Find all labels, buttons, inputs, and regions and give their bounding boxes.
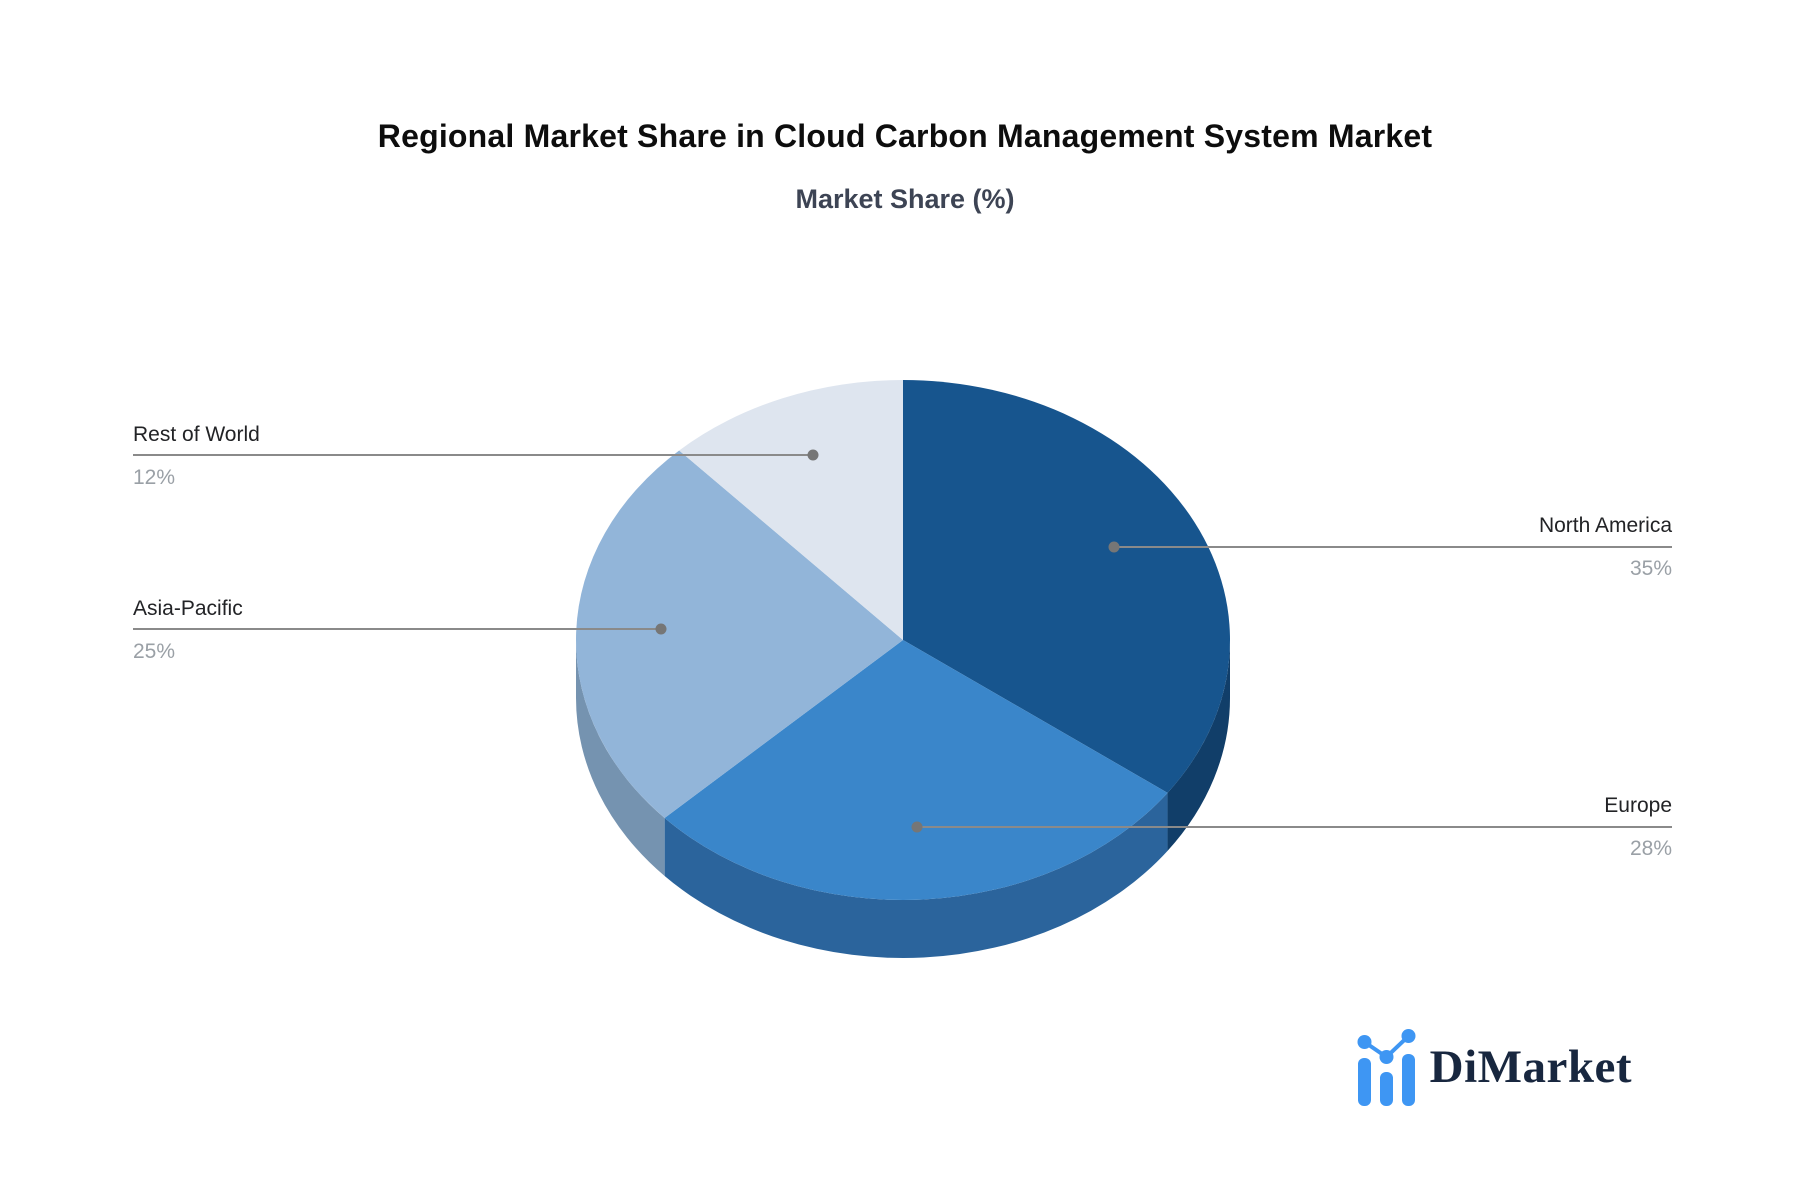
slice-value-rest-of-world: 12% bbox=[133, 466, 176, 489]
leader-dot-europe bbox=[911, 821, 923, 833]
pie-slice-side-europe bbox=[664, 792, 1168, 959]
pie-slice-north-america[interactable] bbox=[903, 380, 1230, 793]
pie-slice-side-north-america bbox=[1167, 640, 1230, 851]
slice-value-europe: 28% bbox=[1629, 837, 1672, 860]
slice-label-asia-pacific: Asia-Pacific bbox=[133, 597, 243, 620]
slice-label-north-america: North America bbox=[1538, 514, 1672, 537]
pie-slice-asia-pacific[interactable] bbox=[576, 450, 903, 818]
chart-title: Regional Market Share in Cloud Carbon Ma… bbox=[377, 118, 1433, 154]
pie-slice-side-asia-pacific bbox=[576, 640, 665, 876]
slice-value-north-america: 35% bbox=[1629, 557, 1672, 580]
slice-label-europe: Europe bbox=[1604, 794, 1672, 817]
slice-value-asia-pacific: 25% bbox=[133, 640, 176, 663]
brand-logo: DiMarket bbox=[1356, 1026, 1632, 1108]
slice-label-rest-of-world: Rest of World bbox=[133, 423, 260, 446]
pie-slice-rest-of-world[interactable] bbox=[679, 380, 903, 640]
chart-subtitle: Market Share (%) bbox=[795, 184, 1015, 214]
pie-slice-europe[interactable] bbox=[664, 640, 1168, 901]
leader-dot-north-america bbox=[1108, 541, 1120, 553]
leader-dot-asia-pacific bbox=[655, 623, 667, 635]
brand-logo-text: DiMarket bbox=[1429, 1041, 1632, 1093]
bar-line-chart-icon bbox=[1357, 1029, 1416, 1106]
leader-dot-rest-of-world bbox=[807, 449, 819, 461]
